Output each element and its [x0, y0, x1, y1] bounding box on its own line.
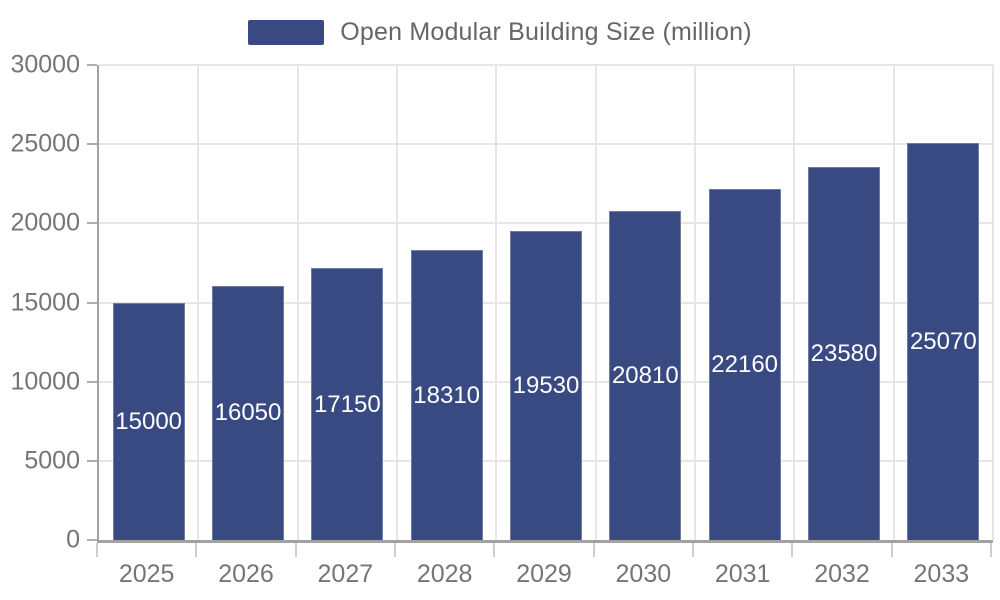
x-axis-tick — [692, 543, 694, 557]
x-axis: 2025 2026 2027 2028 2029 2030 2031 2032 2033 — [96, 543, 992, 600]
bar-2032[interactable]: 23580 — [808, 166, 880, 540]
x-axis-label: 2032 — [814, 560, 870, 588]
bar-2029[interactable]: 19530 — [510, 230, 582, 540]
y-axis-tick — [87, 143, 97, 146]
x-axis-label: 2030 — [615, 560, 672, 588]
legend-item[interactable]: Open Modular Building Size (million) — [248, 18, 752, 47]
x-axis-tick — [195, 543, 198, 557]
x-axis-tick — [493, 543, 496, 557]
gridline-horizontal — [99, 143, 993, 146]
y-axis-tick — [87, 222, 97, 225]
bar-2033[interactable]: 25070 — [907, 143, 980, 540]
bar-2026[interactable]: 16050 — [212, 285, 284, 540]
x-axis-tick — [394, 543, 396, 557]
gridline-vertical — [694, 65, 696, 540]
legend-label: Open Modular Building Size (million) — [340, 18, 752, 46]
y-axis-tick — [87, 64, 97, 66]
bar-2028[interactable]: 18310 — [410, 250, 483, 540]
bar-value-label: 23580 — [810, 339, 878, 367]
y-axis-label: 5000 — [24, 446, 80, 475]
y-axis-tick — [87, 539, 97, 541]
x-axis-label: 2028 — [416, 560, 473, 588]
gridline-vertical — [793, 65, 796, 540]
gridline-horizontal — [99, 222, 993, 225]
y-axis-tick — [87, 301, 97, 304]
x-axis-tick — [990, 543, 992, 557]
y-axis-label: 0 — [66, 525, 80, 554]
gridline-vertical — [296, 65, 299, 540]
bar-value-label: 25070 — [909, 328, 977, 356]
gridline-horizontal — [99, 64, 993, 66]
bar-value-label: 22160 — [711, 351, 779, 379]
y-axis-label: 30000 — [10, 50, 80, 79]
bar-value-label: 15000 — [115, 407, 183, 435]
gridline-vertical — [892, 65, 895, 540]
y-axis-label: 25000 — [10, 129, 80, 158]
bar-value-label: 20810 — [611, 361, 679, 389]
bar-2027[interactable]: 17150 — [311, 268, 384, 540]
x-axis-tick — [890, 543, 893, 557]
x-axis-tick — [592, 543, 595, 557]
plot-area: 15000 16050 17150 18310 19530 20810 22160 23580… — [97, 64, 994, 543]
y-axis: 0 5000 10000 15000 20000 25000 30000 — [0, 51, 97, 554]
x-axis-label: 2025 — [118, 560, 175, 588]
bar-value-label: 17150 — [313, 390, 381, 418]
y-axis-tick — [87, 380, 97, 383]
y-axis-label: 10000 — [10, 367, 80, 396]
gridline-vertical — [992, 65, 994, 540]
y-axis-label: 15000 — [10, 288, 80, 316]
legend-swatch-icon — [248, 20, 325, 45]
x-axis-tick — [96, 543, 98, 557]
y-axis-label: 20000 — [10, 208, 80, 237]
gridline-vertical — [594, 65, 597, 540]
gridline-vertical — [396, 65, 398, 540]
legend: Open Modular Building Size (million) — [0, 18, 1000, 47]
x-axis-tick — [791, 543, 794, 557]
bar-value-label: 18310 — [413, 381, 481, 409]
bar-value-label: 19530 — [512, 371, 580, 399]
gridline-vertical — [495, 65, 498, 540]
y-axis-tick — [87, 459, 97, 462]
gridline-vertical — [197, 65, 200, 540]
x-axis-label: 2029 — [516, 560, 572, 588]
bar-2025[interactable]: 15000 — [112, 302, 185, 540]
x-axis-tick — [294, 543, 297, 557]
bar-2031[interactable]: 22160 — [708, 189, 781, 540]
bar-value-label: 16050 — [214, 399, 282, 427]
x-axis-label: 2031 — [714, 560, 771, 588]
x-axis-label: 2026 — [218, 560, 274, 588]
bar-2030[interactable]: 20810 — [609, 210, 682, 540]
x-axis-label: 2027 — [317, 560, 374, 588]
x-axis-label: 2033 — [913, 560, 970, 588]
